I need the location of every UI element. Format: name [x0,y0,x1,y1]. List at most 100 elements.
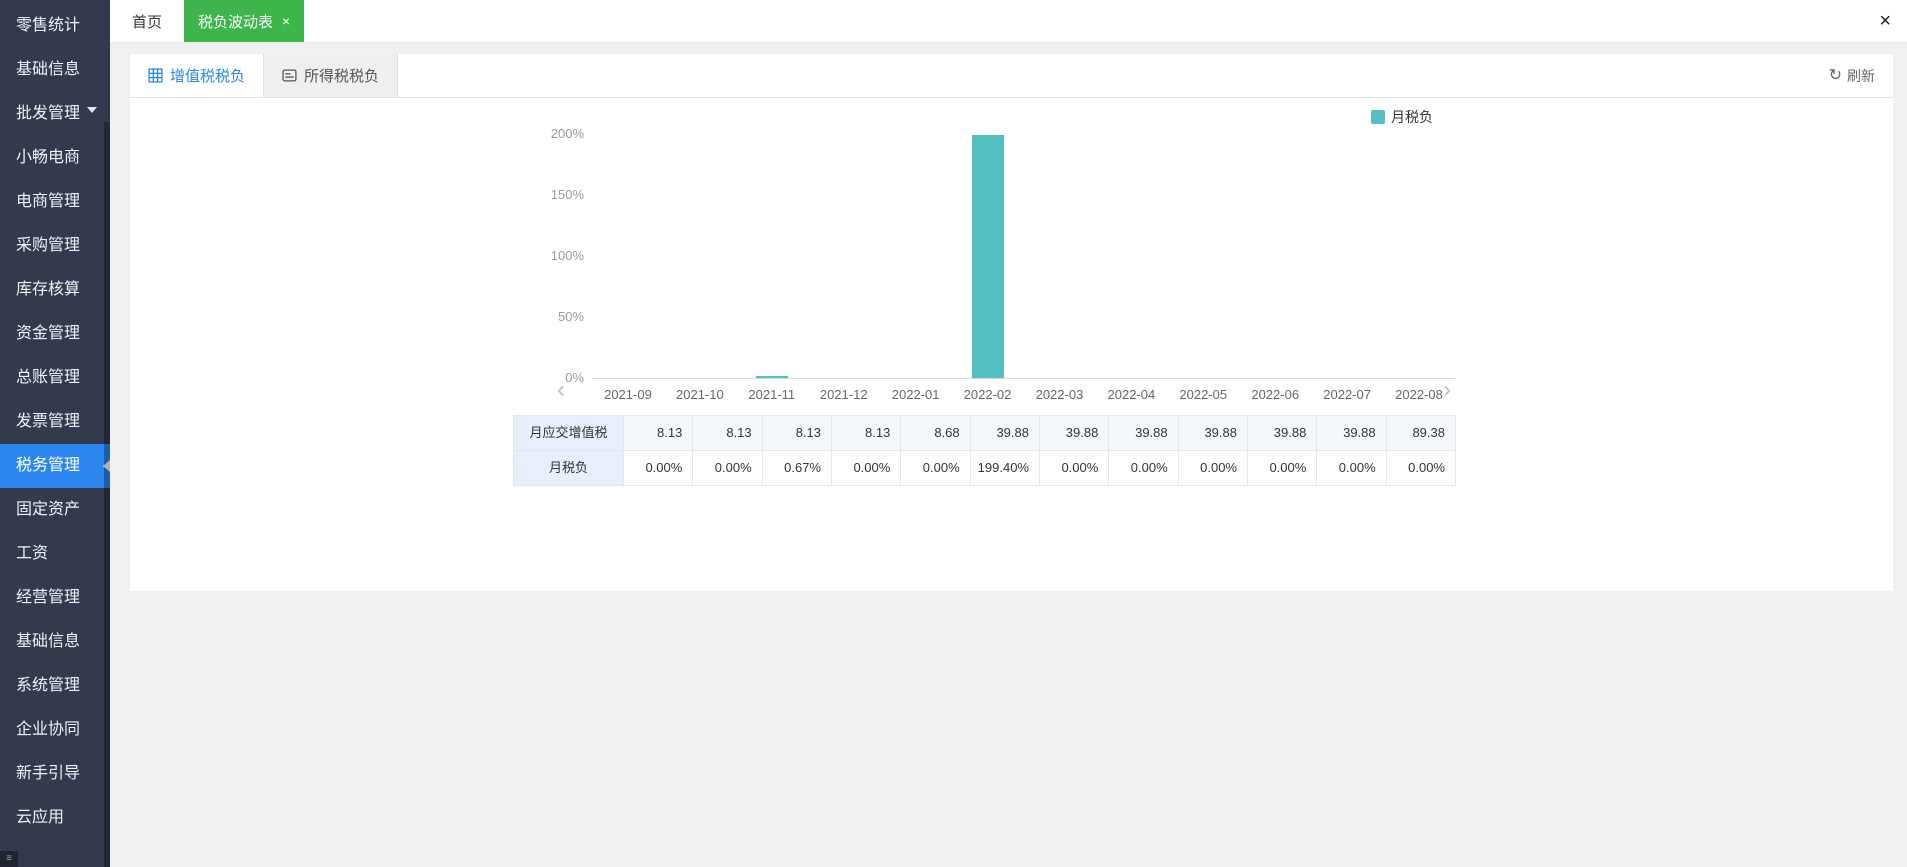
panel-tab-bar: 增值税税负 所得税税负 ↻ 刷新 [130,54,1893,98]
chart-area: 月税负 0% 50% 100% 150% 200% 2021-09 2021-10 2021-… [513,97,1463,591]
sidebar-item-label: 固定资产 [16,501,81,518]
table-cell: 39.88 [1109,416,1179,451]
legend-label: 月税负 [1391,109,1433,125]
sidebar-item[interactable]: 库存核算 [0,268,110,312]
x-axis-label: 2022-06 [1251,387,1300,402]
chart-bar[interactable] [755,376,788,378]
table-cell: 199.40% [970,451,1040,486]
table-cell: 39.88 [1248,416,1318,451]
sidebar-item[interactable]: 基础信息 [0,620,110,664]
tab-tax-fluctuation-report[interactable]: 税负波动表 × [184,0,305,42]
sidebar-item[interactable]: 小畅电商 [0,136,110,180]
sidebar-item[interactable]: 系统管理 [0,664,110,708]
sidebar-item-label: 资金管理 [16,325,81,342]
sidebar-item[interactable]: 云应用 [0,796,110,840]
table-cell: 0.00% [624,451,694,486]
table-cell: 8.13 [624,416,694,451]
sidebar-item[interactable]: 企业协同 [0,708,110,752]
tab-income-tax-burden[interactable]: 所得税税负 [264,54,399,97]
sidebar-item-label: 税务管理 [16,457,81,474]
sidebar-item-label: 经营管理 [16,589,81,606]
sidebar-item-label: 基础信息 [16,61,81,78]
x-axis-label: 2022-02 [963,387,1012,402]
y-axis-tick-label: 150% [550,187,584,202]
refresh-icon: ↻ [1828,66,1842,84]
sidebar-item[interactable]: 电商管理 [0,180,110,224]
x-axis-label: 2022-08 [1395,387,1443,402]
sidebar-item[interactable]: 零售统计 [0,4,110,48]
tab-vat-tax-burden[interactable]: 增值税税负 [130,54,265,97]
table-cell: 0.00% [1386,451,1456,486]
sidebar-item[interactable]: 采购管理 [0,224,110,268]
table-cell: 8.13 [693,416,763,451]
table-cell: 0.00% [832,451,902,486]
tab-home[interactable]: 首页 [110,0,184,42]
table-cell: 8.13 [832,416,902,451]
sidebar-item[interactable]: 基础信息 [0,48,110,92]
sidebar-item[interactable]: 固定资产 [0,488,110,532]
table-cell: 39.88 [970,416,1040,451]
sidebar-item-label: 企业协同 [16,721,81,738]
chart-legend: 月税负 [1371,107,1433,127]
refresh-button[interactable]: ↻ 刷新 [1829,54,1875,97]
sidebar-item-label: 小畅电商 [16,149,81,166]
y-axis-tick-label: 50% [557,309,584,324]
table-cell: 0.00% [693,451,763,486]
sidebar-item[interactable]: 总账管理 [0,356,110,400]
table-row-label: 月应交增值税 [514,416,624,451]
y-axis-tick-label: 0% [565,370,584,385]
x-axis-line [592,378,1455,379]
sidebar-item[interactable]: 工资 [0,532,110,576]
card-icon [282,69,297,82]
data-table: 月应交增值税 8.13 8.13 8.13 8.13 8.68 39.88 39.88 39.8… [513,415,1456,486]
menu-icon: ≡ [6,853,12,864]
x-axis-label: 2021-09 [604,387,652,402]
sidebar-item[interactable]: 经营管理 [0,576,110,620]
table-cell: 0.00% [1248,451,1318,486]
sidebar-item[interactable]: 税务管理 [0,444,110,488]
sidebar-item-label: 系统管理 [16,677,81,694]
sidebar: 零售统计 基础信息 批发管理 小畅电商 电商管理 采购管理 库存核算 资金管理 总账管理 发票管理… [0,0,110,867]
report-panel: 增值税税负 所得税税负 ↻ 刷新 月税负 [130,54,1893,591]
refresh-label: 刷新 [1847,67,1875,84]
tab-label: 税负波动表 [198,13,274,31]
sidebar-scrollbar[interactable] [104,122,110,867]
sidebar-item-label: 基础信息 [16,633,81,650]
y-axis-tick-label: 100% [550,248,584,263]
x-axis-label: 2022-01 [891,387,940,402]
sidebar-collapse-button[interactable]: ≡ [0,851,18,867]
tab-vat-label: 增值税税负 [170,68,246,85]
table-cell: 89.38 [1386,416,1456,451]
y-axis-tick-label: 200% [550,126,584,141]
x-axis-label: 2021-12 [819,387,868,402]
legend-color-swatch [1371,110,1385,124]
x-axis-label: 2022-04 [1107,387,1156,402]
table-cell: 0.00% [901,451,971,486]
tab-close-icon[interactable]: × [282,13,291,29]
x-axis-label: 2021-10 [676,387,724,402]
chart-prev-button[interactable]: ‹ [557,376,565,403]
table-cell: 0.00% [1178,451,1248,486]
chevron-down-icon [87,106,98,118]
sidebar-item[interactable]: 新手引导 [0,752,110,796]
grid-icon [148,68,163,83]
table-cell: 0.00% [1317,451,1387,486]
sidebar-item[interactable]: 批发管理 [0,92,110,136]
chart-bar[interactable] [971,135,1004,378]
sidebar-item-label: 新手引导 [16,765,81,782]
sidebar-item-label: 电商管理 [16,193,81,210]
table-cell: 0.67% [762,451,832,486]
chart-next-button[interactable]: › [1443,376,1451,403]
tab-income-label: 所得税税负 [304,68,380,85]
sidebar-item-label: 零售统计 [16,17,81,34]
table-cell: 39.88 [1040,416,1110,451]
sidebar-item[interactable]: 发票管理 [0,400,110,444]
table-row-label: 月税负 [514,451,624,486]
sidebar-item[interactable]: 资金管理 [0,312,110,356]
sidebar-item-label: 发票管理 [16,413,81,430]
window-close-icon[interactable]: × [1879,9,1891,32]
sidebar-menu: 零售统计 基础信息 批发管理 小畅电商 电商管理 采购管理 库存核算 资金管理 总账管理 发票管理… [0,0,110,840]
x-axis-label: 2021-11 [748,387,796,402]
table-cell: 0.00% [1109,451,1179,486]
x-axis-label: 2022-07 [1323,387,1371,402]
